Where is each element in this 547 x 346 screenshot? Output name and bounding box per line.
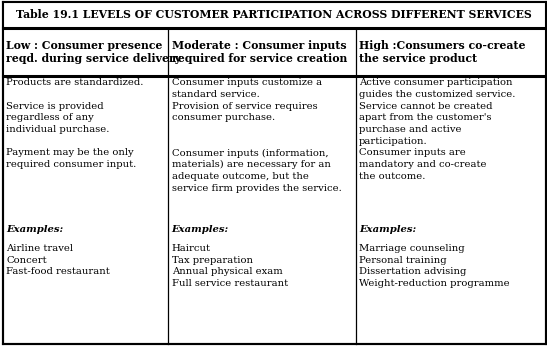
Text: Examples:: Examples: — [359, 225, 416, 234]
Text: Airline travel
Concert
Fast-food restaurant: Airline travel Concert Fast-food restaur… — [6, 244, 110, 276]
Text: Haircut
Tax preparation
Annual physical exam
Full service restaurant: Haircut Tax preparation Annual physical … — [172, 244, 288, 288]
Text: Table 19.1 LEVELS OF CUSTOMER PARTICIPATION ACROSS DIFFERENT SERVICES: Table 19.1 LEVELS OF CUSTOMER PARTICIPAT… — [16, 9, 532, 20]
Text: Examples:: Examples: — [6, 225, 63, 234]
Text: Consumer inputs customize a
standard service.
Provision of service requires
cons: Consumer inputs customize a standard ser… — [172, 79, 341, 193]
Text: High :Consumers co-create
the service product: High :Consumers co-create the service pr… — [359, 40, 526, 64]
Text: Examples:: Examples: — [172, 225, 229, 234]
Text: Marriage counseling
Personal training
Dissertation advising
Weight-reduction pro: Marriage counseling Personal training Di… — [359, 244, 510, 288]
Text: Moderate : Consumer inputs
required for service creation: Moderate : Consumer inputs required for … — [172, 40, 347, 64]
Text: Low : Consumer presence
reqd. during service delivery: Low : Consumer presence reqd. during ser… — [6, 40, 181, 64]
Text: Products are standardized.

Service is provided
regardless of any
individual pur: Products are standardized. Service is pr… — [6, 79, 143, 169]
Text: Active consumer participation
guides the customized service.
Service cannot be c: Active consumer participation guides the… — [359, 79, 515, 181]
